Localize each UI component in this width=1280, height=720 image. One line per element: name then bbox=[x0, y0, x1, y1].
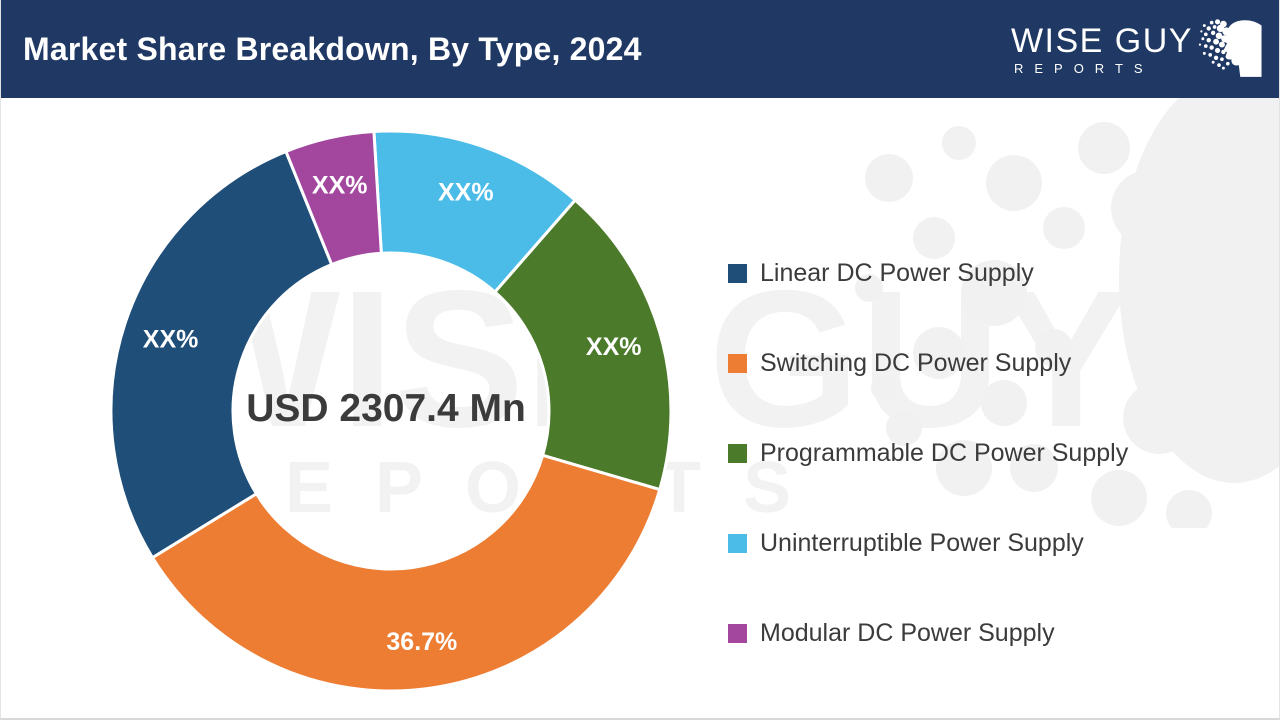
slice-label-uninterruptible: XX% bbox=[438, 178, 494, 206]
slice-label-linear: XX% bbox=[143, 326, 199, 354]
logo-subtext: REPORTS bbox=[1013, 60, 1154, 76]
legend-label-programmable: Programmable DC Power Supply bbox=[760, 438, 1129, 467]
slice-linear bbox=[109, 149, 334, 560]
legend-swatch-programmable bbox=[728, 443, 747, 463]
legend-item-modular: Modular DC Power Supply bbox=[728, 618, 1128, 647]
slice-label-programmable: XX% bbox=[586, 333, 642, 361]
page-title: Market Share Breakdown, By Type, 2024 bbox=[23, 30, 642, 67]
slice-modular bbox=[284, 130, 383, 267]
legend: Linear DC Power Supply Switching DC Powe… bbox=[728, 258, 1129, 647]
legend-item-linear: Linear DC Power Supply bbox=[728, 258, 1128, 287]
legend-label-switching: Switching DC Power Supply bbox=[760, 348, 1072, 377]
legend-swatch-linear bbox=[728, 263, 747, 283]
legend-swatch-modular bbox=[728, 623, 747, 643]
legend-swatch-switching bbox=[728, 353, 747, 373]
legend-item-programmable: Programmable DC Power Supply bbox=[728, 438, 1129, 467]
wiseguy-logo: WISE GUY REPORTS bbox=[1011, 10, 1263, 88]
slice-programmable bbox=[493, 198, 673, 492]
legend-label-uninterruptible: Uninterruptible Power Supply bbox=[760, 528, 1084, 557]
logo-wordmark: WISE GUY bbox=[1010, 21, 1193, 60]
slice-label-switching: 36.7% bbox=[386, 628, 457, 656]
legend-label-linear: Linear DC Power Supply bbox=[760, 258, 1034, 287]
slice-label-modular: XX% bbox=[312, 172, 368, 200]
legend-item-uninterruptible: Uninterruptible Power Supply bbox=[728, 528, 1128, 557]
chart-center-value: USD 2307.4 Mn bbox=[246, 387, 526, 430]
legend-item-switching: Switching DC Power Supply bbox=[728, 348, 1128, 377]
legend-swatch-uninterruptible bbox=[728, 533, 747, 553]
logo-face-icon bbox=[1198, 19, 1262, 77]
slice-switching bbox=[150, 453, 662, 693]
legend-label-modular: Modular DC Power Supply bbox=[760, 618, 1055, 647]
header-bar: Market Share Breakdown, By Type, 2024 WI… bbox=[1, 0, 1279, 98]
